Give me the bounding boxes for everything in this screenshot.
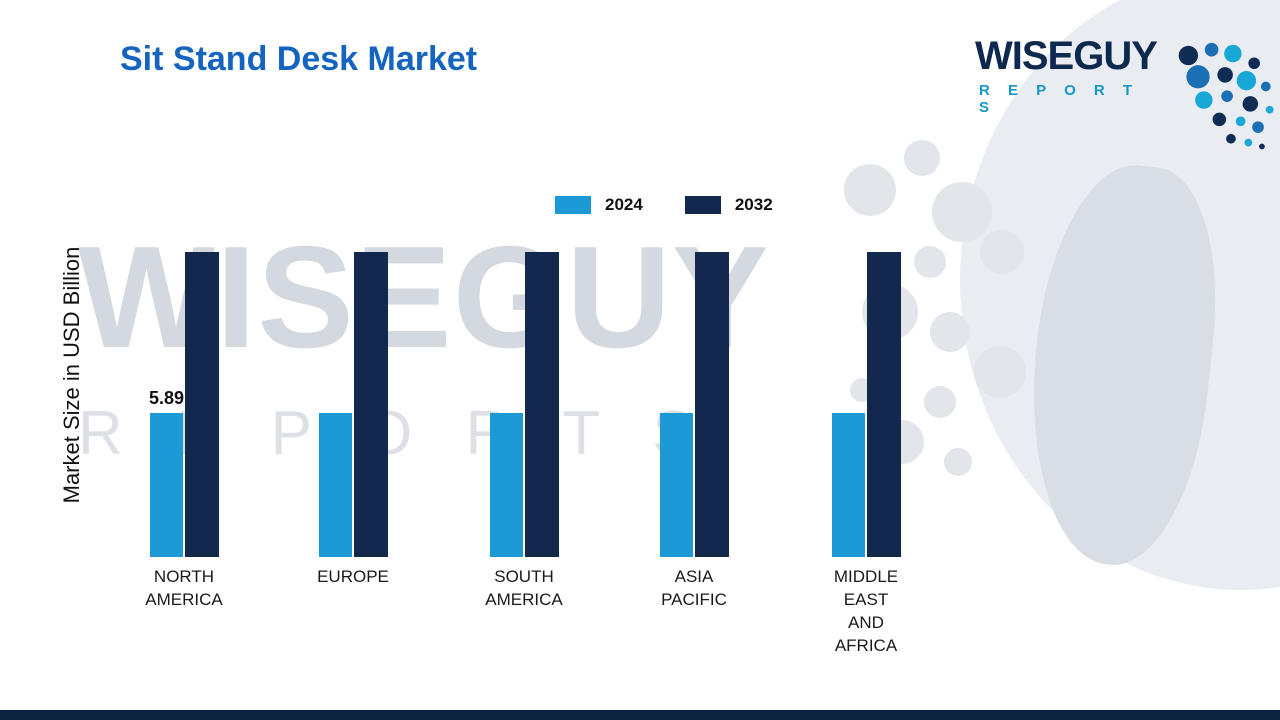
brand-logo: WISEGUY R E P O R T S — [975, 36, 1280, 166]
category-label-middle-east-and-africa: MIDDLE EAST AND AFRICA — [833, 567, 899, 655]
bar-2024-south-america — [490, 413, 523, 557]
bar-2024-north-america — [150, 413, 183, 557]
brand-name: WISEGUY — [975, 34, 1158, 78]
bar-2032-europe — [354, 252, 388, 557]
legend-swatch-2032 — [684, 196, 721, 214]
y-axis-label: Market Size in USD Billion — [59, 246, 84, 504]
legend: 2024 2032 — [555, 195, 773, 215]
bar-2032-south-america — [525, 252, 559, 557]
category-label-north-america: NORTH AMERICA — [145, 567, 223, 609]
bar-2024-asia-pacific — [660, 413, 693, 557]
page-title: Sit Stand Desk Market — [120, 40, 478, 78]
brand-face-icon — [1178, 42, 1274, 150]
category-label-europe: EUROPE — [317, 567, 389, 586]
category-label-asia-pacific: ASIA PACIFIC — [661, 567, 727, 609]
legend-swatch-2024 — [555, 196, 591, 214]
bar-2032-asia-pacific — [695, 252, 729, 557]
bar-2024-europe — [319, 413, 352, 557]
brand-text-block: WISEGUY R E P O R T S — [975, 36, 1161, 116]
bar-2032-north-america — [185, 252, 219, 557]
bar-2024-middle-east-and-africa — [832, 413, 865, 557]
bar-2032-middle-east-and-africa — [867, 252, 901, 557]
bar-value-label-north-america: 5.89 — [148, 388, 185, 408]
category-label-south-america: SOUTH AMERICA — [485, 567, 563, 609]
legend-label-2032: 2032 — [734, 195, 773, 214]
legend-label-2024: 2024 — [605, 195, 643, 214]
brand-tagline: R E P O R T S — [979, 82, 1140, 116]
bottom-accent-bar — [0, 710, 1280, 720]
